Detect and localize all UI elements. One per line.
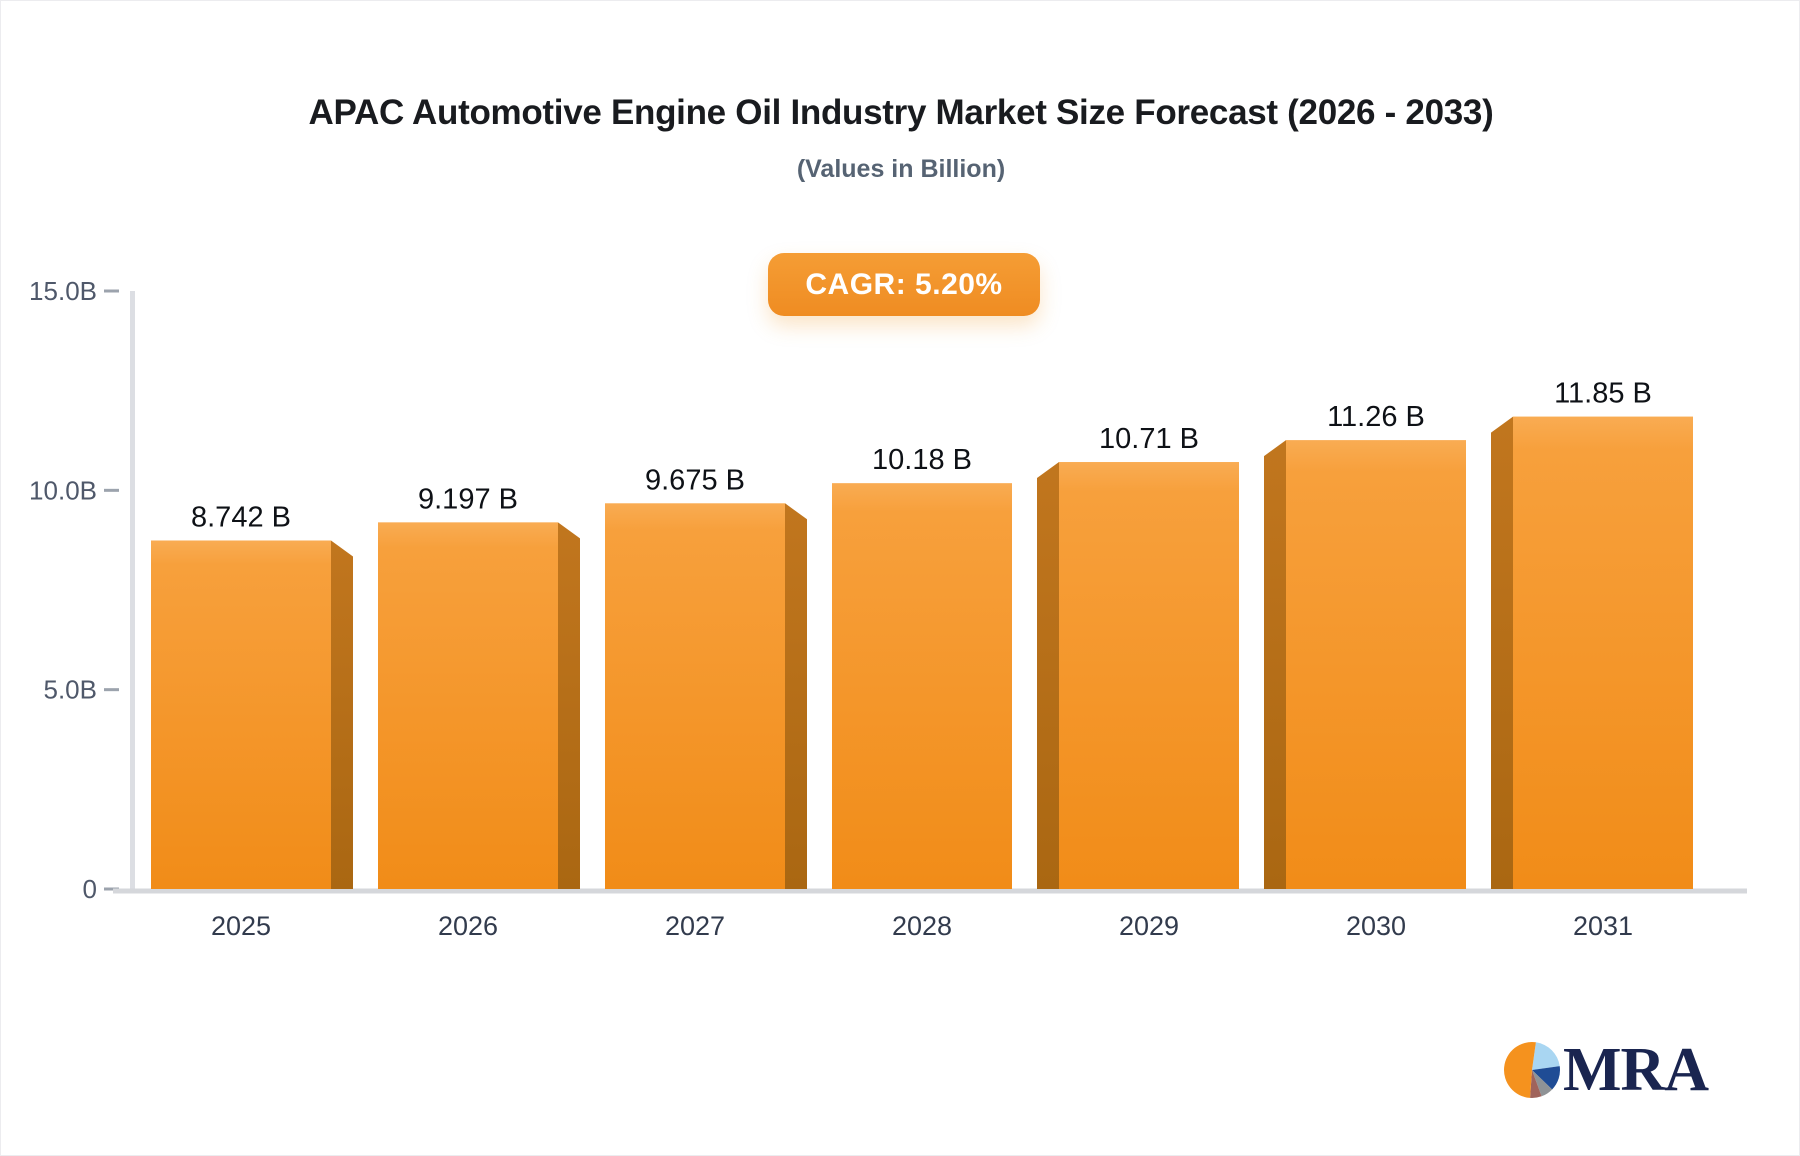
bar-side-face [785,503,807,889]
logo-pie-slice-gray [1532,1070,1553,1097]
y-axis-tick-label: 5.0B [44,675,98,705]
bar-side-face [1491,416,1513,889]
logo-pie-slice-orange [1504,1042,1536,1098]
chart-header: APAC Automotive Engine Oil Industry Mark… [1,93,1799,184]
bar-value-label: 11.26 B [1327,401,1425,433]
chart-title: APAC Automotive Engine Oil Industry Mark… [308,93,1494,132]
mra-logo: MRA [1503,1036,1709,1104]
x-axis-tick-label: 2030 [1346,911,1406,941]
bar-side-face [558,522,580,889]
mra-logo-pie-icon [1504,1042,1560,1098]
x-axis-tick-label: 2026 [438,911,498,941]
logo-pie-slice-maroon [1530,1070,1542,1098]
bar-value-label: 10.18 B [872,444,972,476]
x-axis-tick-label: 2028 [892,911,952,941]
bar-front-face [151,540,331,889]
x-axis-tick-label: 2029 [1119,911,1179,941]
y-axis-tick-label: 0 [83,874,97,904]
cagr-badge-label: CAGR: 5.20% [805,267,1003,301]
bar-side-face [1264,440,1286,889]
bar-value-label: 11.85 B [1554,378,1652,410]
x-axis-tick-label: 2025 [211,911,271,941]
bar-2026 [378,522,580,889]
bar-2027 [605,503,807,889]
cagr-badge: CAGR: 5.20% [768,253,1040,316]
bar-front-face [1513,416,1693,889]
y-axis-tick-label: 15.0B [29,276,97,306]
bar-front-face [832,483,1012,889]
bar-2028 [832,483,1012,889]
bar-2025 [151,540,353,889]
x-axis-tick-label: 2031 [1573,911,1633,941]
bar-2031 [1491,416,1693,889]
bar-side-face [1037,462,1059,889]
bar-value-label: 9.197 B [418,483,518,515]
logo-pie-slice-light-blue [1532,1042,1560,1070]
bar-front-face [1286,440,1466,889]
bar-front-face [1059,462,1239,889]
bar-front-face [605,503,785,889]
bar-value-label: 10.71 B [1099,423,1199,455]
bar-side-face [331,540,353,889]
mra-logo-text: MRA [1563,1036,1709,1104]
bar-2029 [1037,462,1239,889]
bar-2030 [1264,440,1466,889]
y-axis-tick-label: 10.0B [29,475,97,505]
bar-front-face [378,522,558,889]
logo-pie-slice-navy [1532,1066,1560,1090]
chart-subtitle: (Values in Billion) [796,155,1006,183]
x-axis-tick-label: 2027 [665,911,725,941]
bar-value-label: 9.675 B [645,464,745,496]
bar-value-label: 8.742 B [191,501,291,533]
